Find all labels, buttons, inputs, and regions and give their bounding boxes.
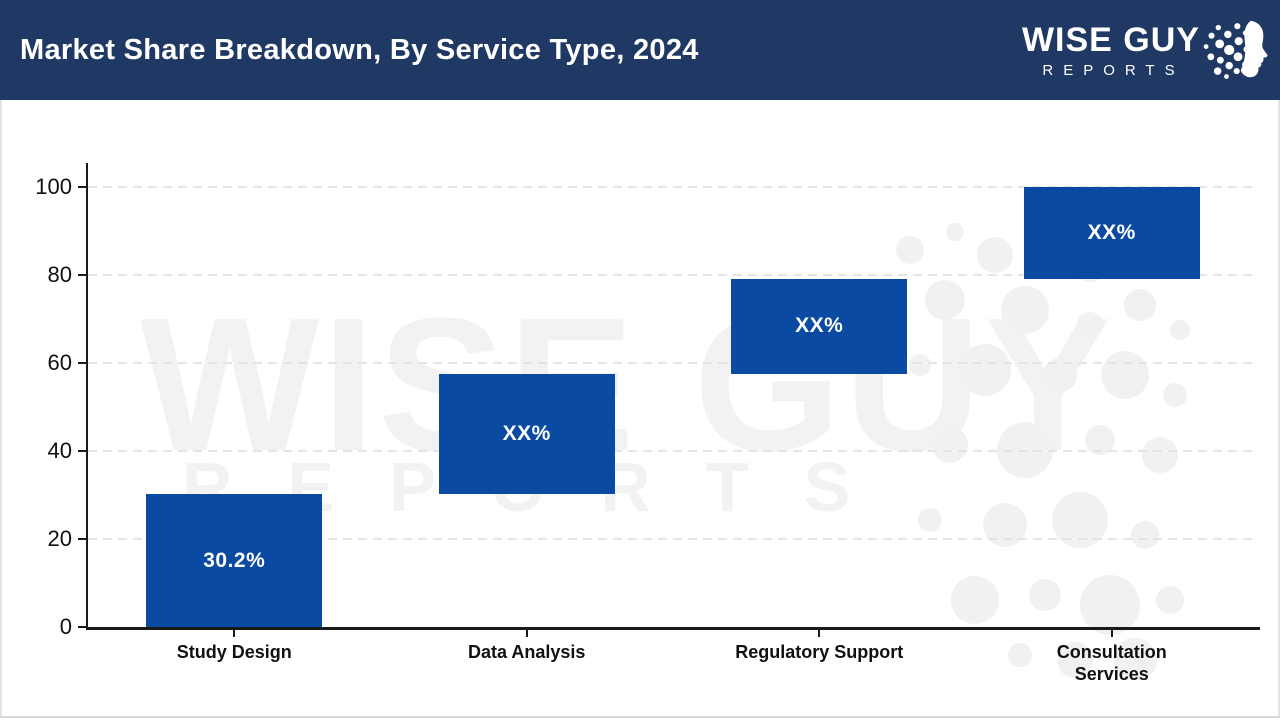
- logo-text: WISE GUY REPORTS: [1022, 23, 1200, 78]
- x-tick-mark-data-analysis: [525, 630, 528, 637]
- x-axis-label-data-analysis: Data Analysis: [468, 642, 586, 662]
- gridline-80: [88, 274, 1258, 277]
- gridline-100: [88, 186, 1258, 189]
- y-tick-label-100: 100: [35, 174, 72, 200]
- page-edge-right: [1278, 100, 1280, 716]
- bar-value-label-consultation-services: XX%: [1087, 220, 1136, 244]
- bar-value-label-study-design: 30.2%: [203, 548, 266, 572]
- x-tick-mark-regulatory-support: [818, 630, 821, 637]
- y-tick-mark-100: [78, 186, 86, 189]
- x-axis-label-regulatory-support: Regulatory Support: [735, 642, 904, 662]
- gridline-60: [88, 362, 1258, 365]
- y-tick-label-0: 0: [59, 614, 72, 639]
- x-tick-mark-consultation-services: [1110, 630, 1113, 637]
- page-title: Market Share Breakdown, By Service Type,…: [20, 33, 699, 66]
- y-axis-line: [86, 163, 88, 630]
- logo: WISE GUY REPORTS: [1022, 8, 1270, 92]
- bar-consultation-services: XX%: [1023, 187, 1200, 279]
- bar-study-design: 30.2%: [146, 494, 323, 627]
- bar-data-analysis: XX%: [438, 374, 615, 495]
- page-edge-bottom: [0, 716, 1280, 718]
- logo-subtitle: REPORTS: [1042, 61, 1185, 79]
- logo-face-icon: [1203, 20, 1268, 79]
- y-tick-mark-60: [78, 362, 86, 365]
- bar-value-label-regulatory-support: XX%: [795, 314, 844, 338]
- x-axis-line: [86, 627, 1260, 630]
- y-tick-label-40: 40: [47, 438, 72, 464]
- bar-regulatory-support: XX%: [731, 278, 908, 375]
- bar-value-label-data-analysis: XX%: [502, 422, 551, 446]
- y-tick-mark-80: [78, 274, 86, 277]
- x-tick-mark-study-design: [233, 630, 236, 637]
- header: Market Share Breakdown, By Service Type,…: [0, 0, 1280, 100]
- chart-area: WISE GUY REPORTS 30.2%XX%X: [0, 100, 1280, 720]
- gridline-40: [88, 450, 1258, 453]
- page-edge-left: [0, 100, 2, 716]
- y-tick-label-20: 20: [47, 526, 72, 552]
- x-axis-label-study-design: Study Design: [176, 642, 292, 662]
- y-tick-label-60: 60: [47, 350, 72, 376]
- y-tick-label-80: 80: [47, 262, 72, 288]
- x-axis-label-consultation-services: Consultation Services: [1056, 642, 1167, 684]
- y-tick-mark-40: [78, 450, 86, 453]
- y-tick-mark-20: [78, 538, 86, 541]
- y-tick-mark-0: [78, 626, 86, 628]
- gridline-20: [88, 538, 1258, 541]
- logo-wordmark: WISE GUY: [1021, 20, 1200, 59]
